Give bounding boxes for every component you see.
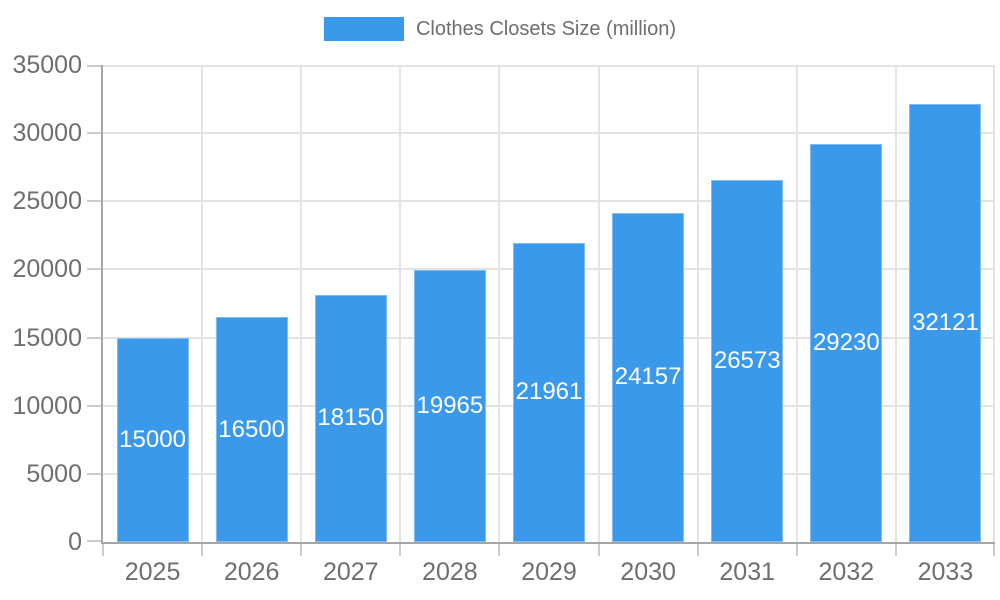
x-gridline [300,65,303,542]
bar-value-label: 18150 [317,404,385,432]
x-tick-mark [597,544,600,556]
x-axis-label: 2031 [719,558,776,586]
bar-value-label: 19965 [416,391,484,419]
x-axis-label: 2030 [620,558,676,586]
y-tick-mark [87,65,101,67]
y-gridline [103,65,995,67]
y-tick-mark [87,404,101,407]
bar[interactable]: 29230 [810,143,883,542]
y-gridline [103,200,995,203]
y-tick-mark [87,200,101,203]
x-axis-label: 2026 [223,558,280,586]
x-gridline [201,65,204,542]
y-axis-label: 20000 [12,255,82,284]
y-tick-mark [87,132,101,135]
bar[interactable]: 32121 [909,104,982,542]
x-tick-mark [993,544,995,556]
x-tick-mark [498,544,501,556]
x-axis-label: 2032 [818,558,875,586]
y-tick-mark [87,336,101,339]
x-tick-mark [696,544,699,556]
x-axis-label: 2025 [124,558,181,586]
y-axis-label: 0 [68,528,82,556]
legend-label: Clothes Closets Size (million) [415,18,677,40]
bar[interactable]: 15000 [116,337,189,542]
bar-value-label: 26573 [713,346,781,374]
bar[interactable]: 24157 [612,212,685,542]
x-gridline [795,65,798,542]
bar-value-label: 15000 [119,425,186,453]
x-gridline [894,65,897,542]
y-gridline [103,132,995,135]
x-axis-label: 2029 [521,558,577,586]
y-tick-mark [87,472,101,475]
x-tick-mark [102,544,104,556]
bar-value-label: 32121 [912,309,979,337]
legend-swatch[interactable] [323,17,404,41]
y-tick-mark [87,540,101,542]
y-tick-mark [87,268,101,271]
bar[interactable]: 26573 [711,179,784,542]
x-tick-mark [399,544,402,556]
y-axis-label: 10000 [12,391,82,420]
bar[interactable]: 18150 [314,294,387,542]
bar-value-label: 29230 [812,328,880,356]
x-tick-mark [300,544,303,556]
bar-value-label: 16500 [218,415,286,443]
bar[interactable]: 16500 [215,317,288,542]
x-gridline [993,65,995,542]
bar-value-label: 21961 [515,378,583,406]
bar[interactable]: 19965 [413,269,486,542]
x-gridline [696,65,699,542]
x-axis-label: 2028 [422,558,478,586]
x-tick-mark [201,544,204,556]
y-axis-label: 15000 [12,323,82,352]
x-axis-label: 2033 [917,558,974,586]
x-gridline [597,65,600,542]
legend[interactable]: Clothes Closets Size (million) [0,17,1000,41]
y-axis-label: 35000 [12,51,82,79]
y-axis-label: 30000 [12,119,82,148]
bar[interactable]: 21961 [513,242,585,542]
x-tick-mark [894,544,897,556]
y-axis-label: 5000 [26,459,82,488]
plot-area: 0 5000 10000 15000 20000 25000 30000 35000 15000… [12,51,995,586]
bar-value-label: 24157 [614,363,682,391]
x-axis-label: 2027 [322,558,379,586]
x-tick-mark [795,544,798,556]
y-axis-label: 25000 [12,187,82,216]
x-gridline [399,65,402,542]
x-gridline [498,65,501,542]
